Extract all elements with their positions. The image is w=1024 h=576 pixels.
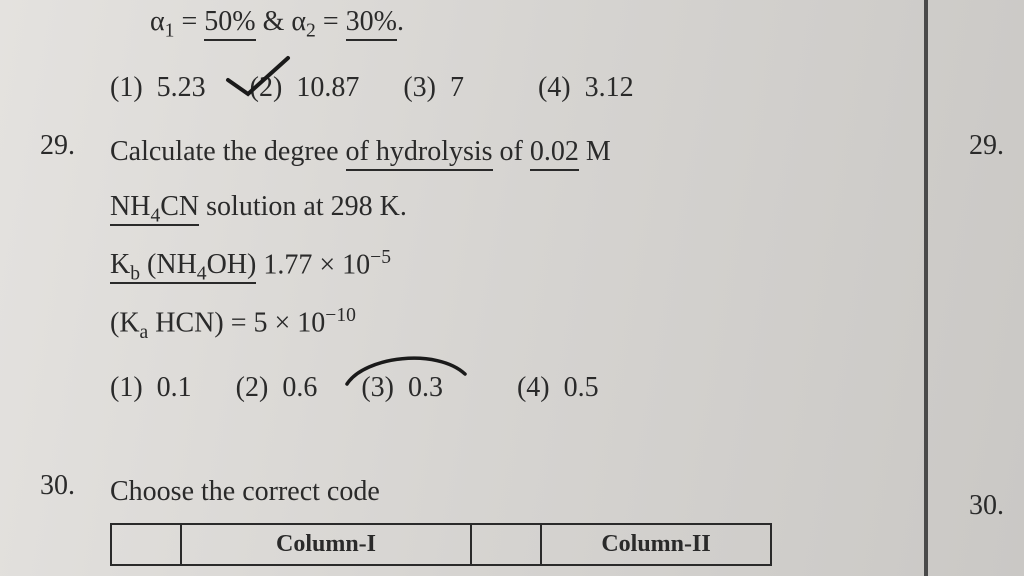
q29-block: 29. Calculate the degree of hydrolysis o…: [110, 130, 611, 404]
opt-num: (3): [361, 372, 394, 403]
table-row: Column-I Column-II: [111, 524, 771, 565]
q29-opt-2: (2) 0.6: [236, 372, 318, 404]
q29-line1: Calculate the degree of hydrolysis of 0.…: [110, 130, 611, 175]
right-margin-q29: 29.: [969, 130, 1004, 162]
q30-block: 30. Choose the correct code Column-I Col…: [110, 470, 772, 566]
prev-options: (1) 5.23 (2) 10.87 (3) 7 (4) 3.12: [110, 72, 634, 104]
opt-num: (4): [517, 372, 550, 403]
prev-opt-4: (4) 3.12: [538, 72, 634, 104]
table-header-col2: Column-II: [541, 524, 771, 565]
q29-options: (1) 0.1 (2) 0.6 (3) 0.3 (4) 0.5: [110, 372, 611, 404]
q29-line3: Kb (NH4OH) 1.77 × 10−5: [110, 242, 611, 290]
opt-val: 7: [450, 72, 464, 103]
prev-opt-3: (3) 7: [403, 72, 464, 104]
q29-opt-4: (4) 0.5: [517, 372, 599, 404]
opt-val: 0.1: [157, 372, 192, 403]
opt-val: 0.3: [408, 372, 443, 403]
q29-line2: NH4CN solution at 298 K.: [110, 185, 611, 232]
prev-opt-2: (2) 10.87: [250, 72, 360, 104]
opt-val: 10.87: [296, 72, 359, 103]
table-cell-empty: [471, 524, 541, 565]
q29-number: 29.: [40, 130, 75, 162]
opt-val: 3.12: [585, 72, 634, 103]
prev-given: α1 = 50% & α2 = 30%.: [150, 0, 404, 47]
page: α1 = 50% & α2 = 30%. (1) 5.23 (2) 10.87 …: [0, 0, 1024, 576]
opt-val: 0.5: [564, 372, 599, 403]
q29-line4: (Ka HCN) = 5 × 10−10: [110, 300, 611, 348]
right-margin-q30: 30.: [969, 490, 1004, 522]
opt-val: 5.23: [157, 72, 206, 103]
opt-num: (3): [403, 72, 436, 103]
opt-val: 0.6: [282, 372, 317, 403]
table-cell-empty: [111, 524, 181, 565]
opt-num: (2): [236, 372, 269, 403]
q30-prompt: Choose the correct code: [110, 470, 772, 515]
table-header-col1: Column-I: [181, 524, 471, 565]
q29-opt-3: (3) 0.3: [361, 372, 443, 404]
q30-number: 30.: [40, 470, 75, 502]
column-divider: [924, 0, 928, 576]
opt-num: (1): [110, 372, 143, 403]
prev-given-text: α1 = 50% & α2 = 30%.: [150, 6, 404, 37]
opt-num: (4): [538, 72, 571, 103]
opt-num: (1): [110, 72, 143, 103]
opt-num: (2): [250, 72, 283, 103]
q29-opt-1: (1) 0.1: [110, 372, 192, 404]
q30-table: Column-I Column-II: [110, 523, 772, 566]
prev-opt-1: (1) 5.23: [110, 72, 206, 104]
